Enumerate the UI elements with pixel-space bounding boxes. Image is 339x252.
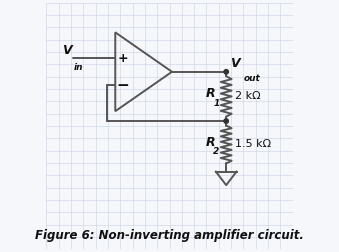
Text: R: R <box>205 87 215 101</box>
Text: in: in <box>74 63 83 72</box>
Circle shape <box>224 119 228 123</box>
Text: Figure 6: Non-inverting amplifier circuit.: Figure 6: Non-inverting amplifier circui… <box>35 229 304 242</box>
Text: V: V <box>230 57 240 70</box>
Text: V: V <box>62 44 72 57</box>
Text: R: R <box>205 136 215 148</box>
Circle shape <box>224 70 228 74</box>
Text: out: out <box>244 74 261 83</box>
Text: 1: 1 <box>213 99 220 108</box>
Text: 2: 2 <box>213 147 220 156</box>
Text: 2 kΩ: 2 kΩ <box>235 91 260 101</box>
Text: −: − <box>116 78 129 93</box>
Text: 1.5 kΩ: 1.5 kΩ <box>235 140 271 149</box>
Text: +: + <box>117 52 128 65</box>
